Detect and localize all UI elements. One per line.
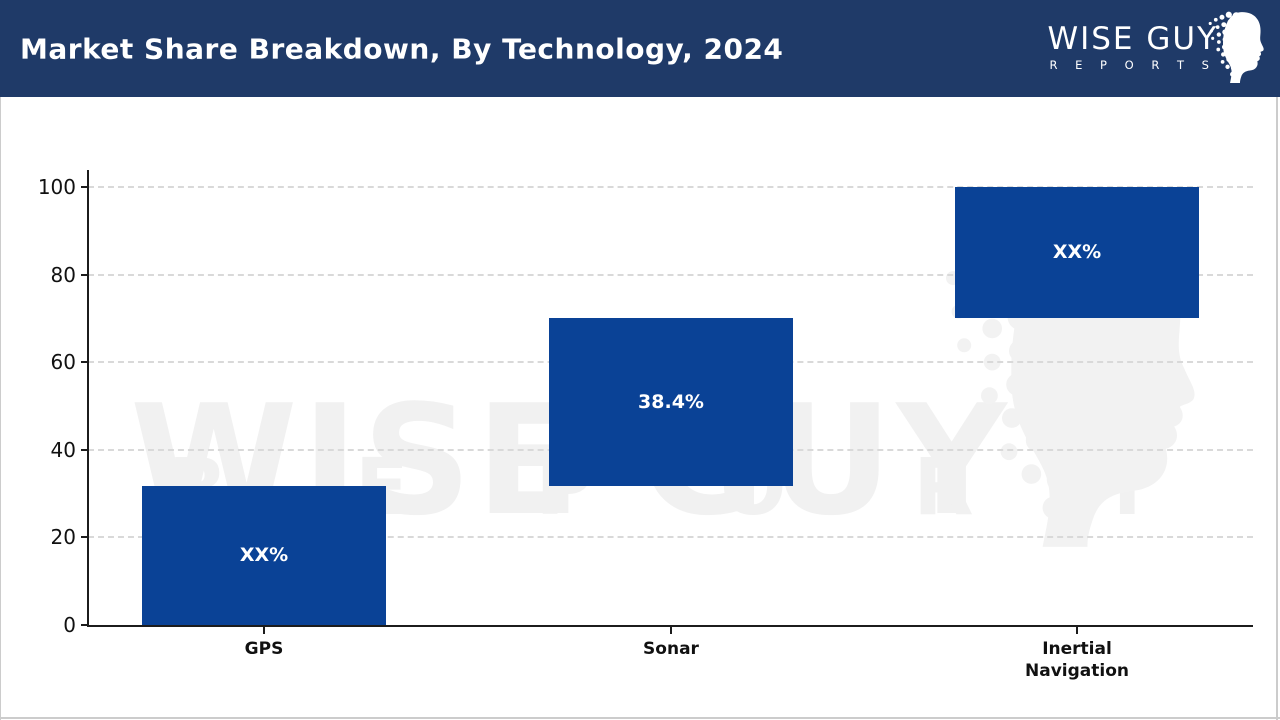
y-tick-label: 80: [50, 262, 76, 287]
bar-inertial-navigation: XX%: [955, 187, 1199, 318]
y-tick-label: 40: [50, 437, 76, 462]
y-axis-line: [87, 170, 89, 627]
y-tick-mark: [81, 273, 88, 276]
y-tick-mark: [81, 361, 88, 364]
dotted-face-logo-icon: [1204, 6, 1266, 88]
x-tick-mark: [670, 627, 672, 634]
logo-subtitle: R E P O R T S: [1049, 57, 1216, 72]
y-tick-mark: [81, 536, 88, 539]
y-tick-label: 20: [50, 525, 76, 550]
page-title: Market Share Breakdown, By Technology, 2…: [20, 32, 784, 65]
gridline: [88, 273, 1253, 276]
bar-value-label: XX%: [1052, 241, 1102, 264]
y-tick-label: 100: [37, 175, 76, 199]
logo-text: WISE GUY R E P O R T S: [1047, 22, 1218, 71]
header-bar: Market Share Breakdown, By Technology, 2…: [0, 0, 1280, 97]
page-right-edge: [1276, 97, 1278, 720]
x-tick-mark: [263, 627, 265, 634]
gridline: [88, 536, 1253, 539]
y-tick-label: 0: [63, 613, 76, 637]
gridline: [88, 186, 1253, 188]
x-category-label-sonar: Sonar: [643, 639, 699, 659]
page-bottom-edge: [0, 717, 1280, 719]
x-category-label-gps: GPS: [244, 639, 284, 659]
x-tick-mark: [1076, 627, 1078, 634]
logo-brand-name: WISE GUY: [1047, 21, 1218, 58]
bar-gps: XX%: [142, 485, 386, 625]
page-left-edge: [0, 97, 1, 720]
y-tick-label: 60: [50, 350, 76, 375]
y-tick-mark: [81, 186, 88, 188]
y-tick-mark: [81, 624, 88, 626]
x-category-label-inertial-navigation: Inertial Navigation: [1025, 639, 1129, 682]
bar-sonar: 38.4%: [549, 317, 793, 486]
wise-guy-reports-logo: WISE GUY R E P O R T S: [1047, 6, 1266, 88]
y-tick-mark: [81, 448, 88, 451]
bar-value-label: XX%: [239, 544, 289, 567]
x-axis-line: [87, 625, 1253, 627]
bar-value-label: 38.4%: [638, 390, 704, 413]
